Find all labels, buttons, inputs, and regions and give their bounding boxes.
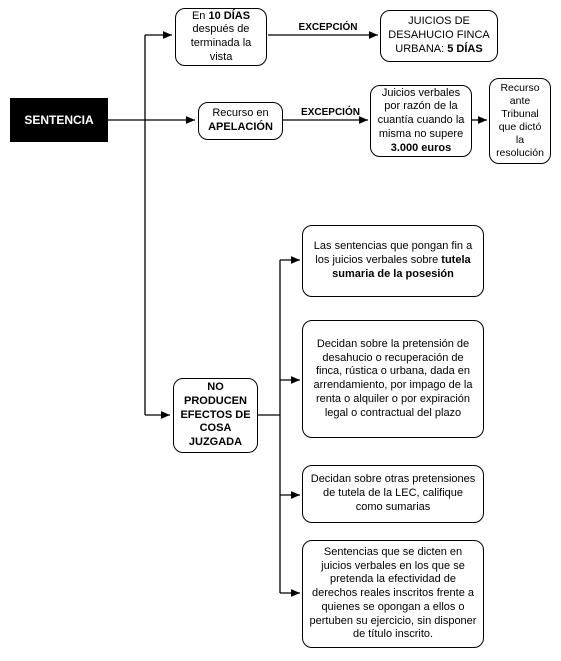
branch3-item-2: Decidan sobre otras pretensiones de tute…	[302, 465, 484, 523]
branch3-item-1-text: Decidan sobre la pretensión de desahucio…	[309, 338, 477, 421]
root-node: SENTENCIA	[10, 98, 108, 142]
branch1-edge-label: EXCEPCIÓN	[288, 22, 368, 33]
branch3-item-0: Las sentencias que pongan fin a los juic…	[302, 225, 484, 297]
branch2-node-b: Juicios verbales por razón de la cuantía…	[370, 85, 472, 157]
branch3-item-0-text: Las sentencias que pongan fin a los juic…	[309, 240, 477, 281]
branch2-c-text: Recurso ante Tribunal que dictó la resol…	[496, 82, 544, 161]
branch1-node-b: JUICIOS DE DESAHUCIO FINCA URBANA: 5 DÍA…	[380, 10, 498, 62]
branch1-b-text: JUICIOS DE DESAHUCIO FINCA URBANA: 5 DÍA…	[387, 15, 491, 56]
branch3-item-1: Decidan sobre la pretensión de desahucio…	[302, 320, 484, 438]
branch1-node-a: En 10 DÍAS después de terminada la vista	[175, 8, 267, 66]
branch2-edge-label: EXCEPCIÓN	[293, 107, 368, 118]
root-label: SENTENCIA	[24, 113, 93, 128]
branch2-a-text: Recurso en APELACIÓN	[205, 107, 276, 135]
branch3-a-text: NO PRODUCEN EFECTOS DE COSA JUZGADA	[180, 381, 251, 450]
branch3-item-2-text: Decidan sobre otras pretensiones de tute…	[309, 473, 477, 514]
branch3-item-3-text: Sentencias que se dicten en juicios verb…	[309, 546, 477, 642]
branch2-b-text: Juicios verbales por razón de la cuantía…	[377, 87, 465, 156]
branch2-node-a: Recurso en APELACIÓN	[198, 102, 283, 140]
branch3-node-a: NO PRODUCEN EFECTOS DE COSA JUZGADA	[173, 378, 258, 453]
branch3-item-3: Sentencias que se dicten en juicios verb…	[302, 540, 484, 648]
branch2-node-c: Recurso ante Tribunal que dictó la resol…	[489, 78, 551, 164]
branch1-a-text: En 10 DÍAS después de terminada la vista	[182, 10, 260, 65]
